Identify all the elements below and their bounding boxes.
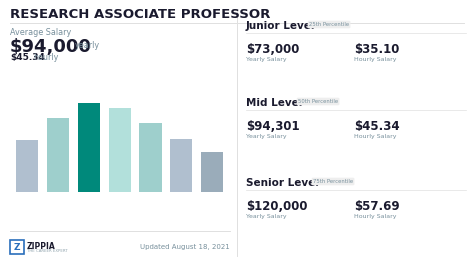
Text: Senior Level: Senior Level <box>246 178 319 188</box>
Text: hourly: hourly <box>33 53 58 62</box>
Text: 10%: 10% <box>19 152 35 158</box>
Bar <box>170 139 192 192</box>
Text: $94,000: $94,000 <box>10 38 92 56</box>
Text: $57.69: $57.69 <box>354 200 400 213</box>
Text: Yearly Salary: Yearly Salary <box>246 134 287 139</box>
Text: $45.34: $45.34 <box>354 120 400 133</box>
Text: $94,000: $94,000 <box>70 144 100 150</box>
Text: Yearly Salary: Yearly Salary <box>246 57 287 62</box>
Text: Updated August 18, 2021: Updated August 18, 2021 <box>140 244 230 250</box>
Text: Hourly Salary: Hourly Salary <box>354 57 396 62</box>
Text: RESEARCH ASSOCIATE PROFESSOR: RESEARCH ASSOCIATE PROFESSOR <box>10 8 270 21</box>
Bar <box>201 152 223 192</box>
Bar <box>109 108 131 192</box>
Text: yearly: yearly <box>75 41 100 50</box>
Text: 90%: 90% <box>193 152 209 158</box>
Text: $45.34: $45.34 <box>10 53 45 62</box>
Text: Yearly Salary: Yearly Salary <box>246 214 287 219</box>
Text: Junior Level: Junior Level <box>246 21 316 31</box>
Text: ZIPPIA: ZIPPIA <box>27 242 56 251</box>
Text: Hourly Salary: Hourly Salary <box>354 134 396 139</box>
FancyBboxPatch shape <box>10 240 24 254</box>
Text: THE CAREER EXPERT: THE CAREER EXPERT <box>27 249 68 253</box>
Text: Average Salary: Average Salary <box>10 28 71 37</box>
Text: Hourly Salary: Hourly Salary <box>354 214 396 219</box>
Text: Mid Level: Mid Level <box>246 98 302 108</box>
Text: 50th Percentile: 50th Percentile <box>298 99 338 104</box>
Text: $58,000: $58,000 <box>12 144 41 150</box>
Text: Median: Median <box>72 152 98 158</box>
Bar <box>47 118 69 192</box>
Bar <box>78 103 100 192</box>
Text: $35.10: $35.10 <box>354 43 400 56</box>
Bar <box>139 123 162 192</box>
Text: Z: Z <box>14 243 20 251</box>
Bar <box>16 140 38 192</box>
Text: $120,000: $120,000 <box>246 200 308 213</box>
Text: 75th Percentile: 75th Percentile <box>313 179 353 184</box>
Text: $151,000: $151,000 <box>184 144 218 150</box>
Text: $94,301: $94,301 <box>246 120 300 133</box>
Text: $73,000: $73,000 <box>246 43 300 56</box>
Text: 25th Percentile: 25th Percentile <box>309 22 349 27</box>
